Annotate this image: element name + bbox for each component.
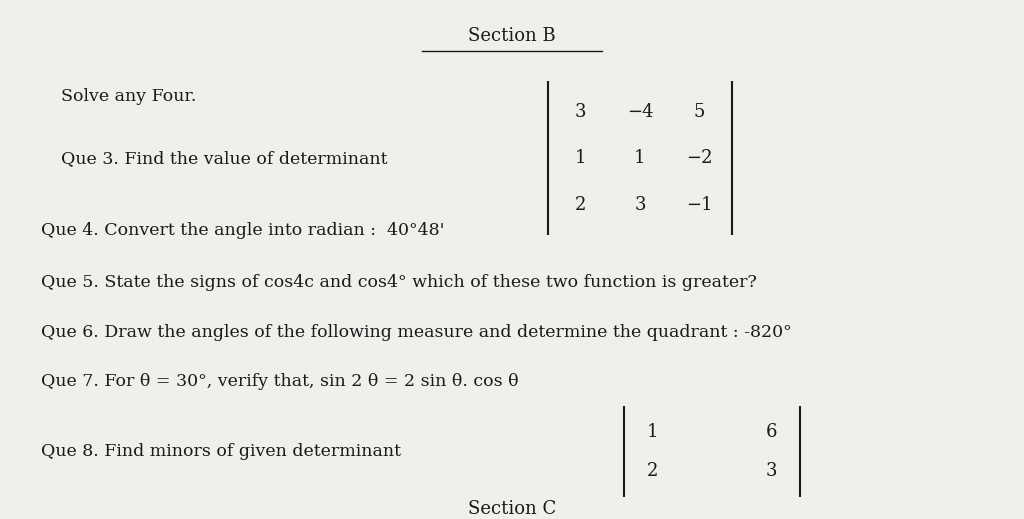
Text: 2: 2 (574, 196, 587, 214)
Text: Que 8. Find minors of given determinant: Que 8. Find minors of given determinant (41, 443, 401, 460)
Text: −2: −2 (686, 149, 713, 167)
Text: Section C: Section C (468, 500, 556, 517)
Text: Que 3. Find the value of determinant: Que 3. Find the value of determinant (61, 150, 388, 167)
Text: Que 6. Draw the angles of the following measure and determine the quadrant : -82: Que 6. Draw the angles of the following … (41, 324, 792, 340)
Text: 3: 3 (574, 103, 587, 120)
Text: Que 5. State the signs of cos4c and cos4° which of these two function is greater: Que 5. State the signs of cos4c and cos4… (41, 275, 757, 291)
Text: Que 7. For θ = 30°, verify that, sin 2 θ = 2 sin θ. cos θ: Que 7. For θ = 30°, verify that, sin 2 θ… (41, 373, 518, 390)
Text: −4: −4 (627, 103, 653, 120)
Text: 5: 5 (693, 103, 706, 120)
Text: Que 4. Convert the angle into radian :  40°48': Que 4. Convert the angle into radian : 4… (41, 223, 444, 239)
Text: Section B: Section B (468, 28, 556, 45)
Text: 3: 3 (765, 462, 777, 480)
Text: 1: 1 (646, 423, 658, 441)
Text: 3: 3 (634, 196, 646, 214)
Text: 1: 1 (634, 149, 646, 167)
Text: 2: 2 (646, 462, 658, 480)
Text: 6: 6 (765, 423, 777, 441)
Text: Solve any Four.: Solve any Four. (61, 88, 197, 104)
Text: 1: 1 (574, 149, 587, 167)
Text: −1: −1 (686, 196, 713, 214)
